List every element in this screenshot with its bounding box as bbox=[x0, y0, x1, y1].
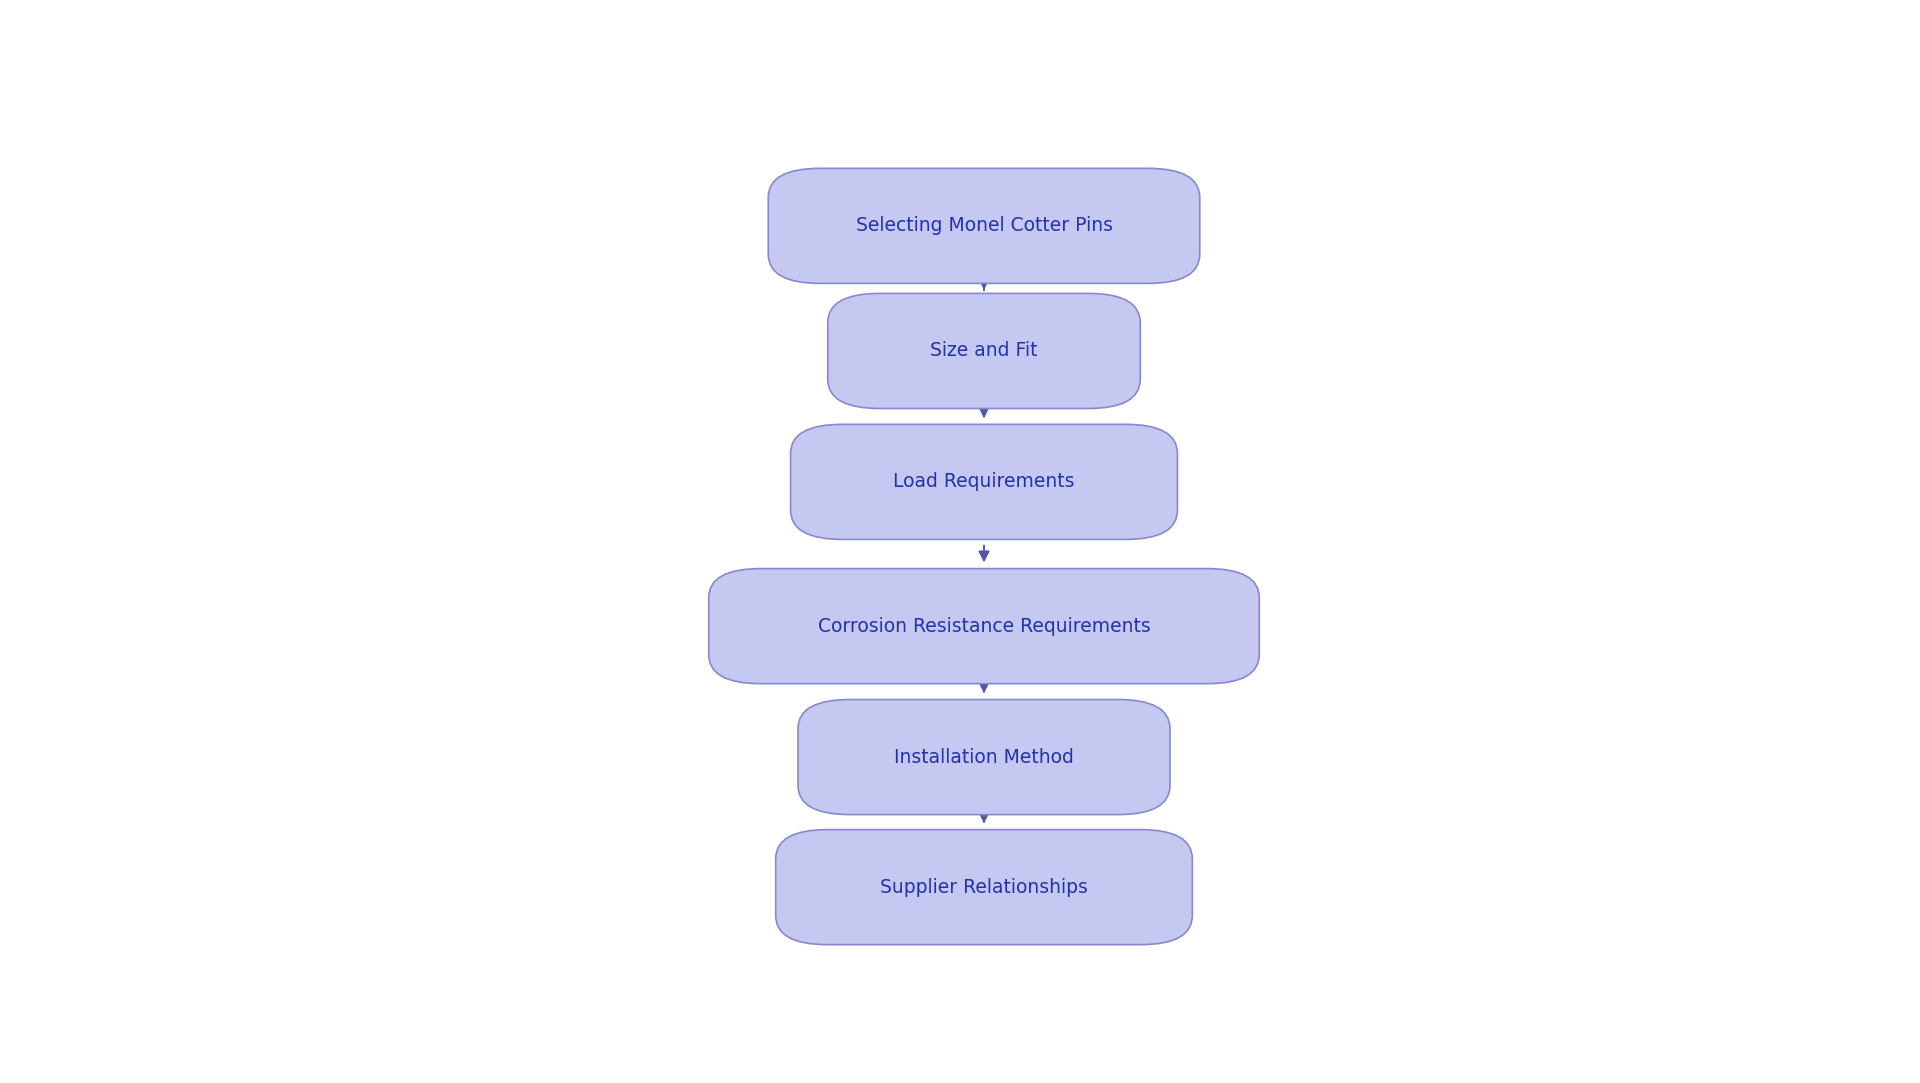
FancyBboxPatch shape bbox=[776, 830, 1192, 944]
FancyBboxPatch shape bbox=[799, 700, 1169, 814]
Text: Size and Fit: Size and Fit bbox=[931, 341, 1037, 361]
Text: Selecting Monel Cotter Pins: Selecting Monel Cotter Pins bbox=[856, 217, 1112, 235]
Text: Supplier Relationships: Supplier Relationships bbox=[879, 877, 1089, 897]
FancyBboxPatch shape bbox=[828, 293, 1140, 408]
Text: Corrosion Resistance Requirements: Corrosion Resistance Requirements bbox=[818, 616, 1150, 636]
FancyBboxPatch shape bbox=[768, 168, 1200, 284]
Text: Load Requirements: Load Requirements bbox=[893, 472, 1075, 492]
FancyBboxPatch shape bbox=[708, 569, 1260, 683]
FancyBboxPatch shape bbox=[791, 425, 1177, 539]
Text: Installation Method: Installation Method bbox=[895, 747, 1073, 767]
